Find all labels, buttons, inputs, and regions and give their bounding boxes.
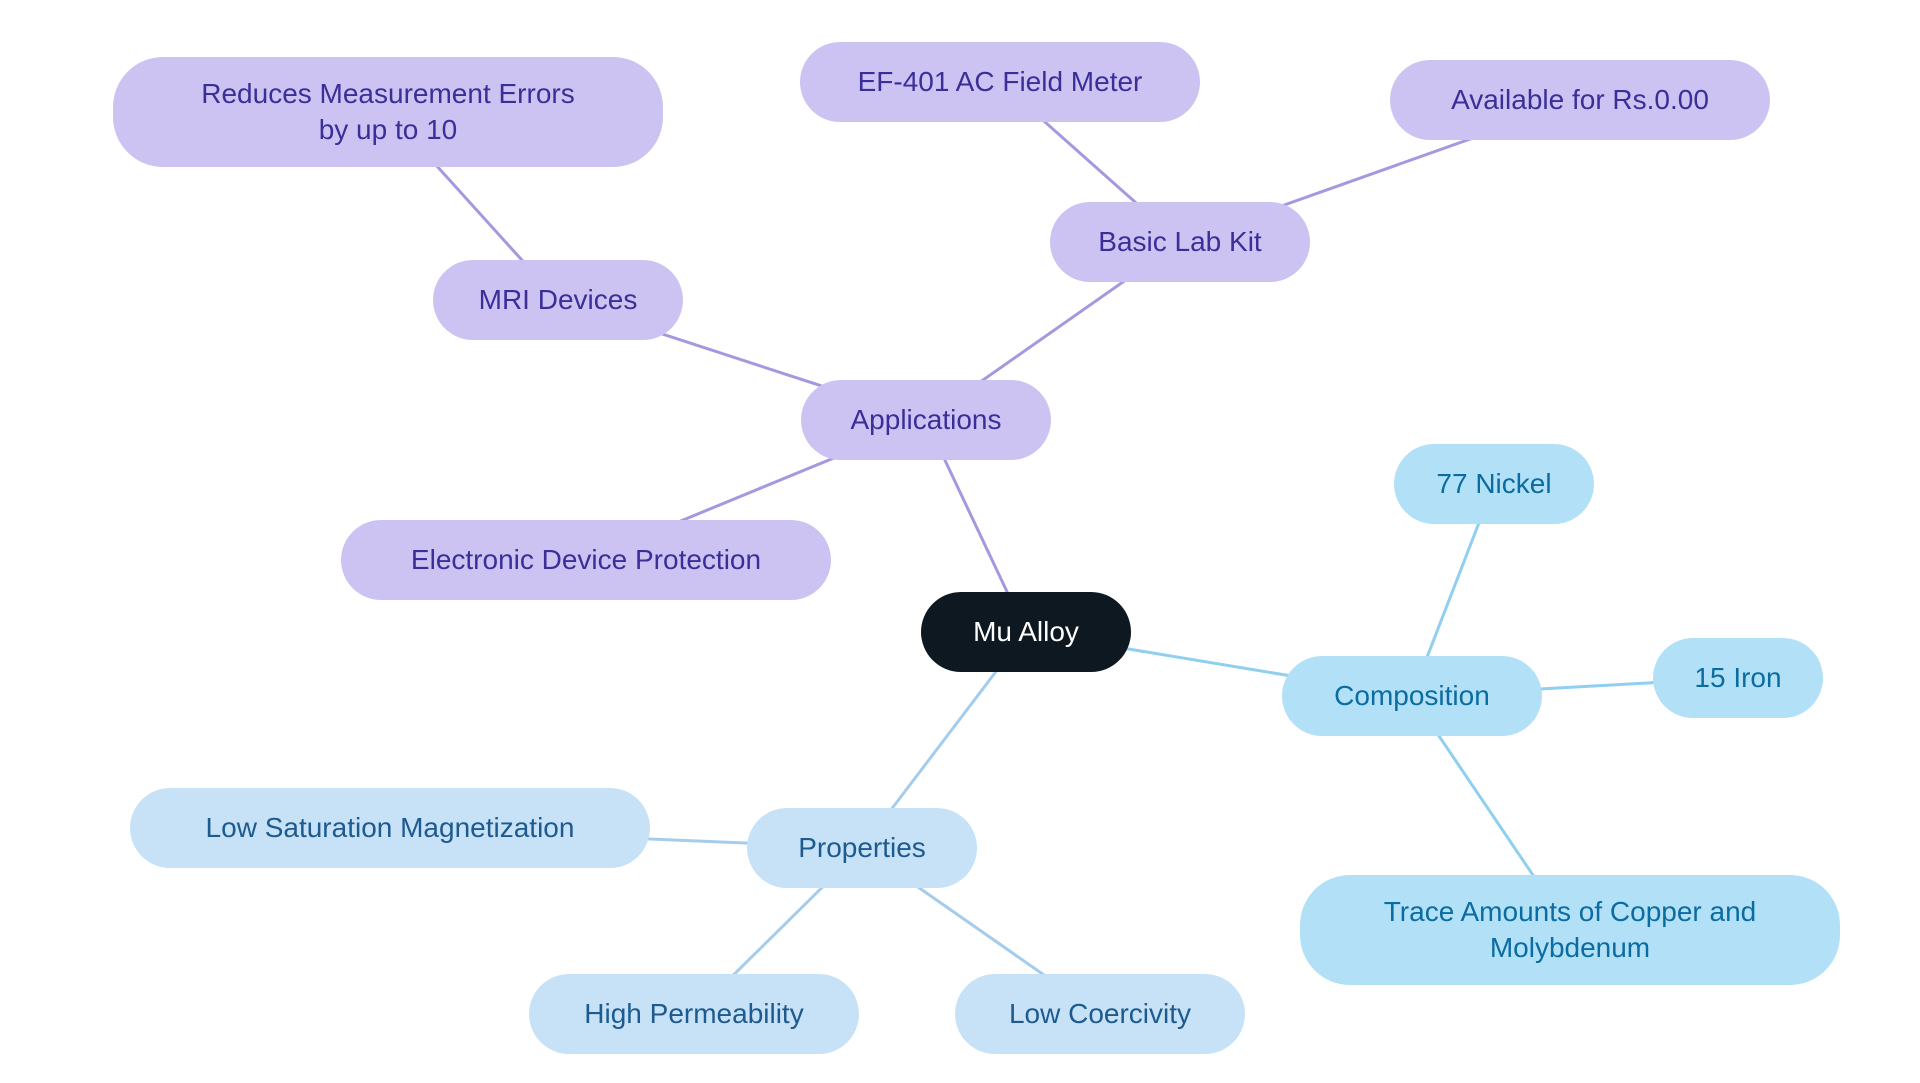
node-label: Mu Alloy — [973, 614, 1079, 650]
node-label: MRI Devices — [479, 282, 638, 318]
node-lowcoer[interactable]: Low Coercivity — [955, 974, 1245, 1054]
node-properties[interactable]: Properties — [747, 808, 977, 888]
node-label: High Permeability — [584, 996, 803, 1032]
node-highperm[interactable]: High Permeability — [529, 974, 859, 1054]
node-label: Trace Amounts of Copper and Molybdenum — [1384, 894, 1757, 967]
node-label: 77 Nickel — [1436, 466, 1551, 502]
node-label: Basic Lab Kit — [1098, 224, 1261, 260]
node-iron[interactable]: 15 Iron — [1653, 638, 1823, 718]
node-mri[interactable]: MRI Devices — [433, 260, 683, 340]
node-available[interactable]: Available for Rs.0.00 — [1390, 60, 1770, 140]
node-label: 15 Iron — [1694, 660, 1781, 696]
node-label: Low Saturation Magnetization — [206, 810, 575, 846]
node-label: Properties — [798, 830, 926, 866]
node-composition[interactable]: Composition — [1282, 656, 1542, 736]
node-reduces[interactable]: Reduces Measurement Errors by up to 10 — [113, 57, 663, 167]
node-edp[interactable]: Electronic Device Protection — [341, 520, 831, 600]
node-label: Electronic Device Protection — [411, 542, 761, 578]
node-label: Reduces Measurement Errors by up to 10 — [201, 76, 574, 149]
node-labkit[interactable]: Basic Lab Kit — [1050, 202, 1310, 282]
node-root[interactable]: Mu Alloy — [921, 592, 1131, 672]
node-trace[interactable]: Trace Amounts of Copper and Molybdenum — [1300, 875, 1840, 985]
node-label: Available for Rs.0.00 — [1451, 82, 1709, 118]
node-nickel[interactable]: 77 Nickel — [1394, 444, 1594, 524]
node-label: Composition — [1334, 678, 1490, 714]
node-label: EF-401 AC Field Meter — [858, 64, 1143, 100]
node-ef401[interactable]: EF-401 AC Field Meter — [800, 42, 1200, 122]
node-lowsat[interactable]: Low Saturation Magnetization — [130, 788, 650, 868]
node-applications[interactable]: Applications — [801, 380, 1051, 460]
mindmap-canvas: Mu Alloy Applications MRI Devices Reduces M… — [0, 0, 1920, 1083]
node-label: Applications — [851, 402, 1002, 438]
node-label: Low Coercivity — [1009, 996, 1191, 1032]
